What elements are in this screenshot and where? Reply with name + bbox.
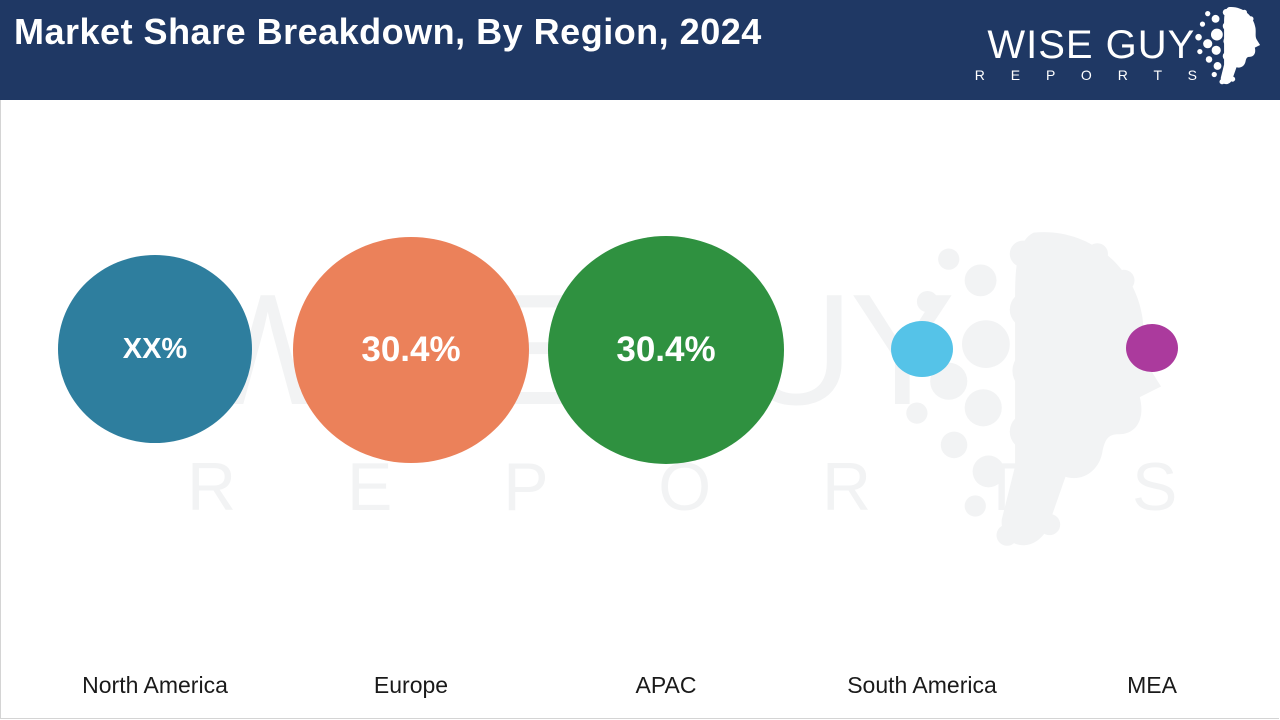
- bubble-europe: 30.4%: [293, 237, 529, 463]
- bubble-value-label: 30.4%: [616, 330, 716, 369]
- region-label-apac: APAC: [635, 672, 697, 698]
- logo-wordmark: WISE GUY R E P O R T S: [975, 24, 1208, 83]
- header: Market Share Breakdown, By Region, 2024 …: [0, 0, 1280, 100]
- bubble-value-label: 30.4%: [361, 330, 461, 369]
- wiseguy-face-icon: [1195, 6, 1261, 85]
- bubble-south-america: [891, 321, 953, 377]
- logo-line1: WISE GUY: [987, 22, 1196, 67]
- watermark-face-icon: [898, 232, 1162, 546]
- region-label-europe: Europe: [373, 672, 449, 698]
- bubble-value-label: XX%: [122, 332, 188, 365]
- region-label-south-america: South America: [847, 672, 997, 698]
- chart-area: WISE GUY R E P O R T S XX% 30.4% 30.: [0, 100, 1279, 719]
- bubble-apac: 30.4%: [548, 236, 784, 464]
- wiseguy-logo: WISE GUY R E P O R T S: [975, 4, 1264, 90]
- region-label-north-america: North America: [82, 672, 228, 698]
- page-title: Market Share Breakdown, By Region, 2024: [14, 11, 762, 52]
- bubble-mea: [1126, 324, 1178, 372]
- logo-line2: R E P O R T S: [974, 66, 1208, 83]
- region-label-mea: MEA: [1127, 672, 1177, 698]
- bubble-north-america: XX%: [58, 255, 252, 443]
